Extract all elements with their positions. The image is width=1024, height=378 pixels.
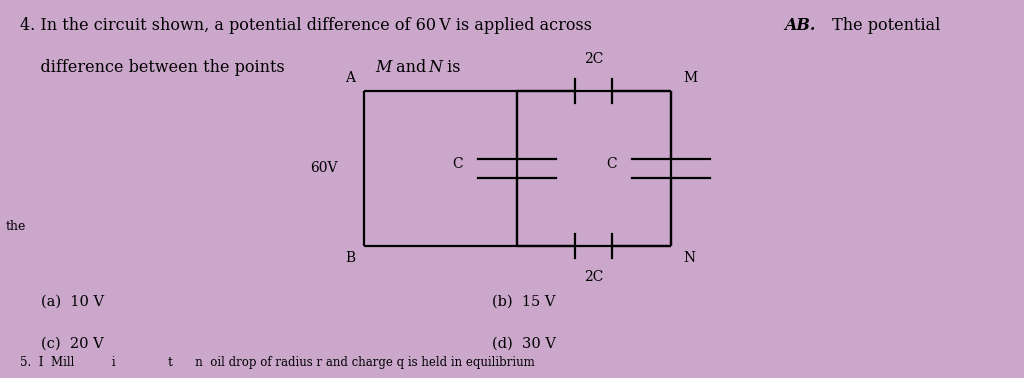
Text: B: B (345, 251, 355, 265)
Text: (c)  20 V: (c) 20 V (41, 336, 103, 350)
Text: C: C (453, 157, 463, 172)
Text: 5.  I  Mill          i              t      n  oil drop of radius r and charge q : 5. I Mill i t n oil drop of radius r and… (20, 356, 536, 369)
Text: difference between the points: difference between the points (20, 59, 291, 76)
Text: and: and (391, 59, 431, 76)
Text: 2C: 2C (585, 52, 603, 66)
Text: 2C: 2C (585, 270, 603, 284)
Text: (b)  15 V: (b) 15 V (492, 295, 555, 309)
Text: (d)  30 V: (d) 30 V (492, 336, 555, 350)
Text: The potential: The potential (827, 17, 941, 34)
Text: A: A (345, 71, 355, 85)
Text: N: N (683, 251, 695, 265)
Text: AB.: AB. (784, 17, 816, 34)
Text: 4. In the circuit shown, a potential difference of 60 V is applied across: 4. In the circuit shown, a potential dif… (20, 17, 598, 34)
Text: 60V: 60V (310, 161, 338, 175)
Text: N: N (428, 59, 442, 76)
Text: (a)  10 V: (a) 10 V (41, 295, 104, 309)
Text: is: is (442, 59, 461, 76)
Text: M: M (683, 71, 697, 85)
Text: M: M (375, 59, 391, 76)
Text: C: C (606, 157, 616, 172)
Text: the: the (5, 220, 26, 233)
